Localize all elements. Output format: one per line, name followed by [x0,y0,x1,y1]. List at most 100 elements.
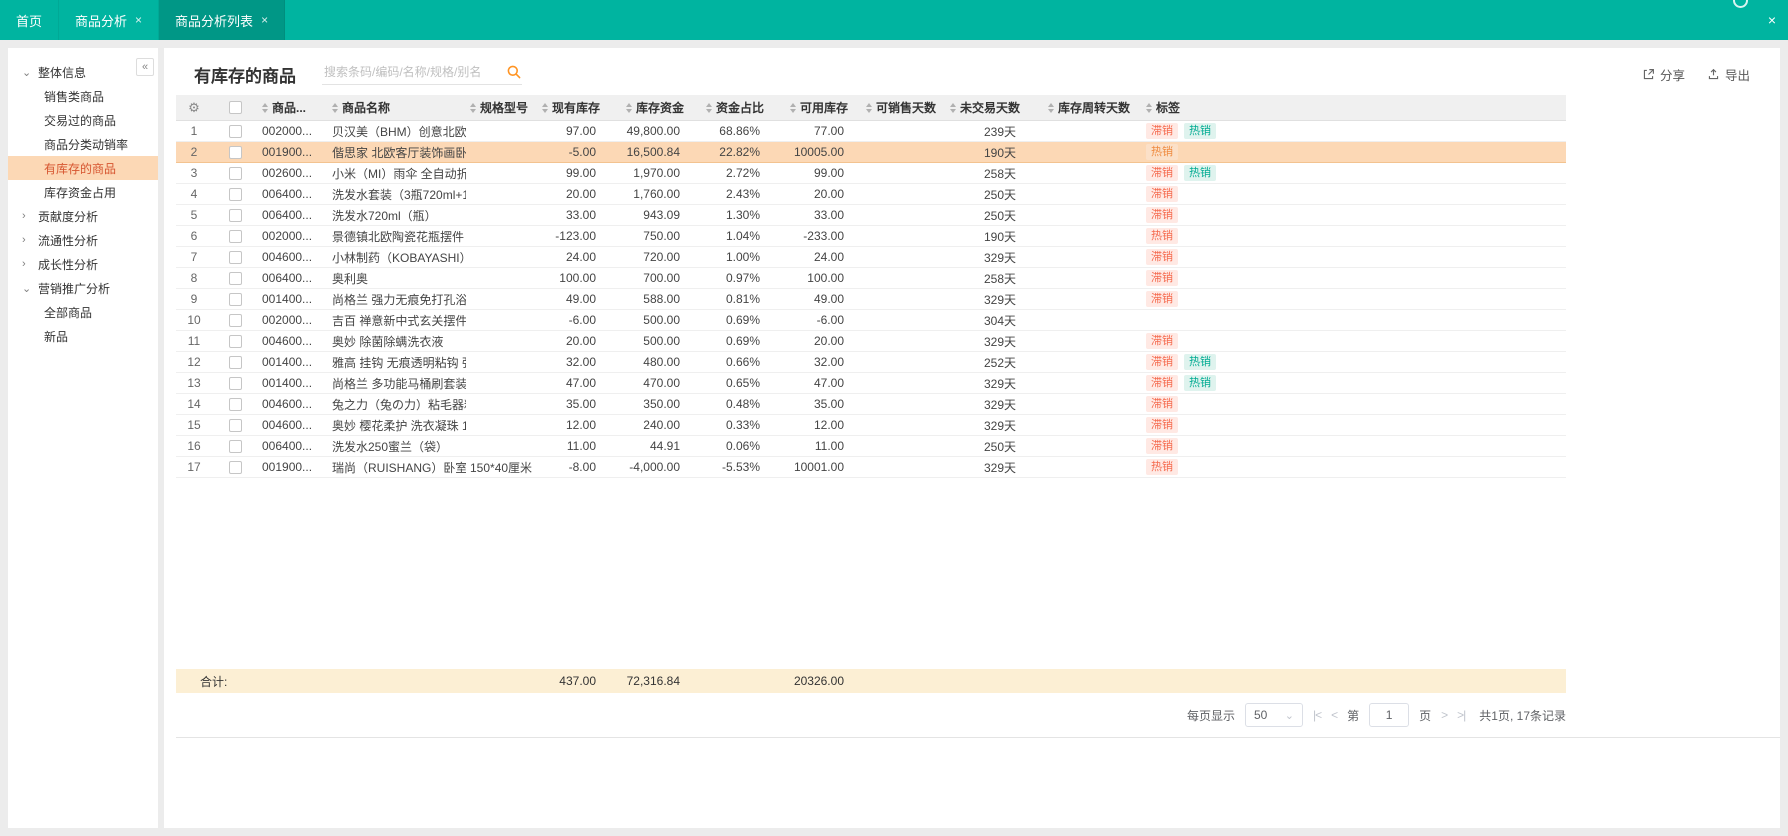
row-checkbox[interactable] [228,418,242,432]
cell-code: 006400... [262,271,313,285]
table-row[interactable]: 6 002000... 景德镇北欧陶瓷花瓶摆件 优 -123.00 750.00 1.04… [176,226,1566,247]
sidebar-collapse-button[interactable]: « [136,58,154,76]
column-header-ratio[interactable]: 资金占比 [696,99,776,116]
column-header-sell_days[interactable]: 可销售天数 [860,99,948,116]
row-checkbox[interactable] [228,334,242,348]
column-header-tags[interactable]: 标签 [1142,99,1566,116]
row-checkbox[interactable] [228,208,242,222]
user-avatar[interactable] [1733,0,1748,8]
row-checkbox-cell [212,397,258,411]
tab[interactable]: 商品分析 × [59,0,160,40]
row-checkbox[interactable] [228,271,242,285]
sidebar: « ⌄ 整体信息 销售类商品 交易过的商品 商品分类动销率 有库存的商品 库存资金占用 › 贡献… [8,48,158,828]
row-checkbox[interactable] [228,397,242,411]
cell-ratio: -5.53% [721,460,760,474]
sidebar-item[interactable]: 有库存的商品 [8,156,158,180]
table-row[interactable]: 17 001900... 瑞尚（RUISHANG）卧室装 150*40厘米 -8.00 -… [176,457,1566,478]
table-row[interactable]: 1 002000... 贝汉美（BHM）创意北欧 97.00 49,800.00 68.8… [176,121,1566,142]
table-row[interactable]: 13 001400... 尚格兰 多功能马桶刷套装 无 47.00 470.00 0.65… [176,373,1566,394]
column-header-stock[interactable]: 现有库存 [536,99,612,116]
tab-close-icon[interactable]: × [135,13,143,27]
cell-name: 吉百 禅意新中式玄关摆件客 [332,313,466,328]
sidebar-item[interactable]: 商品分类动销率 [8,132,158,156]
column-header-code[interactable]: 商品... [258,99,328,116]
column-header-fund[interactable]: 库存资金 [612,99,696,116]
row-checkbox[interactable] [228,292,242,306]
row-checkbox[interactable] [228,376,242,390]
row-checkbox[interactable] [228,145,242,159]
tag: 滞销 [1146,207,1178,223]
table-row[interactable]: 15 004600... 奥妙 樱花柔护 洗衣凝珠 10 12.00 240.00 0.3… [176,415,1566,436]
export-button[interactable]: 导出 [1707,65,1750,84]
search-input[interactable] [322,64,506,80]
page-size-select[interactable]: 50 ⌄ [1244,703,1303,727]
row-checkbox[interactable] [228,229,242,243]
row-checkbox[interactable] [228,355,242,369]
table-row[interactable]: 2 001900... 偕思家 北欧客厅装饰画卧室 -5.00 16,500.84 22.… [176,142,1566,163]
column-header-no_trade_days[interactable]: 未交易天数 [948,99,1032,116]
table-row[interactable]: 7 004600... 小林制药（KOBAYASHI）日 24.00 720.00 1.0… [176,247,1566,268]
sidebar-item[interactable]: ⌄ 营销推广分析 [8,276,158,300]
row-checkbox[interactable] [228,313,242,327]
tag: 滞销 [1146,291,1178,307]
sidebar-item[interactable]: ⌄ 整体信息 [8,60,158,84]
row-checkbox[interactable] [228,166,242,180]
cell-ratio: 1.00% [725,250,760,264]
cell-fund: 588.00 [643,292,680,306]
sidebar-item[interactable]: › 流通性分析 [8,228,158,252]
tab[interactable]: 商品分析列表 × [159,0,286,40]
tag: 滞销 [1146,333,1178,349]
row-checkbox-cell [212,208,258,222]
row-checkbox-cell [212,355,258,369]
cell-code: 001400... [262,355,313,369]
search-icon[interactable] [506,64,522,80]
table-row[interactable]: 9 001400... 尚格兰 强力无痕免打孔浴室 49.00 588.00 0.81% 4… [176,289,1566,310]
sidebar-item[interactable]: › 贡献度分析 [8,204,158,228]
footer-divider [176,737,1780,738]
table-row[interactable]: 10 002000... 吉百 禅意新中式玄关摆件客 -6.00 500.00 0.69%… [176,310,1566,331]
cell-code: 004600... [262,418,313,432]
next-page-button[interactable]: > [1441,708,1448,722]
cell-available: 32.00 [813,355,844,369]
table-row[interactable]: 11 004600... 奥妙 除菌除螨洗衣液 20.00 500.00 0.69% 20.… [176,331,1566,352]
select-all-checkbox[interactable] [228,101,242,114]
table-row[interactable]: 14 004600... 兔之力（兔の力）粘毛器粘 35.00 350.00 0.48% 3… [176,394,1566,415]
sidebar-item[interactable]: 全部商品 [8,300,158,324]
row-checkbox-cell [212,250,258,264]
share-button[interactable]: 分享 [1642,65,1685,84]
row-checkbox[interactable] [228,187,242,201]
table-row[interactable]: 8 006400... 奥利奥 100.00 700.00 0.97% 100.00 258天… [176,268,1566,289]
row-checkbox[interactable] [228,439,242,453]
column-header-spec[interactable]: 规格型号 [466,99,536,116]
last-page-button[interactable]: >| [1457,708,1466,722]
table-row[interactable]: 12 001400... 雅高 挂钩 无痕透明粘钩 强 32.00 480.00 0.66… [176,352,1566,373]
row-checkbox[interactable] [228,250,242,264]
row-checkbox-cell [212,376,258,390]
column-header-name[interactable]: 商品名称 [328,99,466,116]
tab[interactable]: 首页 [0,0,60,40]
close-icon[interactable]: × [1767,12,1776,28]
cell-ratio: 0.69% [725,334,760,348]
first-page-button[interactable]: |< [1312,708,1322,722]
sidebar-item[interactable]: 销售类商品 [8,84,158,108]
column-header-available[interactable]: 可用库存 [776,99,860,116]
column-header-turnover_days[interactable]: 库存周转天数 [1032,99,1142,116]
sidebar-item[interactable]: › 成长性分析 [8,252,158,276]
page-input[interactable] [1369,703,1410,727]
cell-no_trade_days: 329天 [983,376,1016,391]
table-row[interactable]: 4 006400... 洗发水套装（3瓶720ml+1瓶 20.00 1,760.00 2… [176,184,1566,205]
sort-icon [1146,102,1152,113]
row-checkbox[interactable] [228,460,242,474]
sidebar-item[interactable]: 库存资金占用 [8,180,158,204]
row-checkbox[interactable] [228,124,242,138]
column-settings-gear-icon[interactable]: ⚙ [188,99,200,115]
sidebar-item[interactable]: 交易过的商品 [8,108,158,132]
row-index: 8 [190,271,198,285]
table-row[interactable]: 3 002600... 小米（MI）雨伞 全自动折叠 99.00 1,970.00 2.7… [176,163,1566,184]
prev-page-button[interactable]: < [1331,708,1338,722]
tab-close-icon[interactable]: × [261,13,269,27]
table-row[interactable]: 16 006400... 洗发水250蜜兰（袋） 11.00 44.91 0.06% 11.… [176,436,1566,457]
cell-code: 006400... [262,187,313,201]
sidebar-item[interactable]: 新品 [8,324,158,348]
table-row[interactable]: 5 006400... 洗发水720ml（瓶） 33.00 943.09 1.30% 33.… [176,205,1566,226]
